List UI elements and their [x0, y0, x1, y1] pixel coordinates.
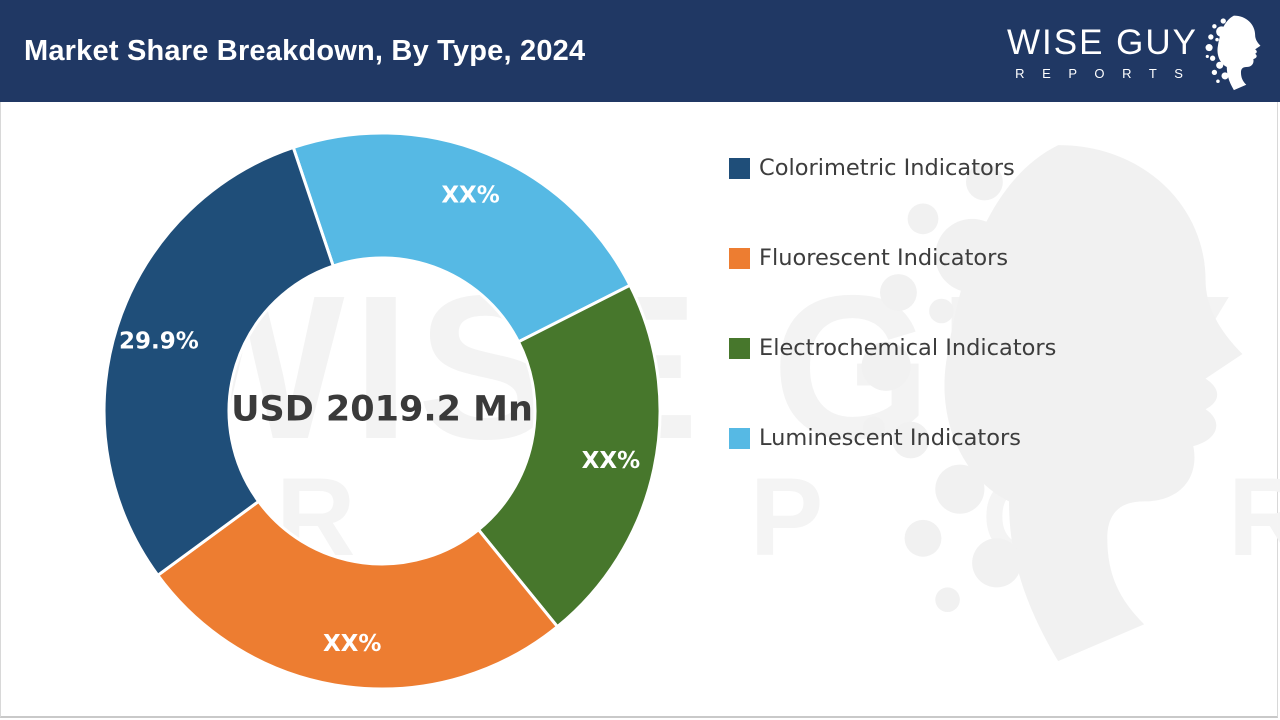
donut-chart: XX% XX% XX% 29.9% USD 2019.2 Mn	[102, 131, 662, 691]
legend-item-colorimetric: Colorimetric Indicators	[729, 152, 1056, 184]
legend-item-electrochemical: Electrochemical Indicators	[729, 332, 1056, 364]
slice-label: XX%	[323, 631, 382, 657]
slice-label: XX%	[582, 448, 641, 474]
face-profile-icon	[1205, 15, 1261, 91]
brand-logo: WISE GUY R E P O R T S	[1007, 6, 1264, 98]
brand-logo-text: WISE GUY R E P O R T S	[1007, 23, 1198, 81]
legend-item-fluorescent: Fluorescent Indicators	[729, 242, 1056, 274]
donut-center-value: USD 2019.2 Mn	[231, 389, 533, 429]
donut-segment-colorimetric	[102, 145, 336, 578]
donut-segment-fluorescent	[155, 499, 560, 691]
legend-label: Colorimetric Indicators	[759, 155, 1015, 181]
legend-swatch-luminescent	[729, 427, 750, 449]
header-bar: Market Share Breakdown, By Type, 2024 WI…	[0, 0, 1280, 102]
legend-swatch-electrochemical	[729, 337, 750, 359]
legend-swatch-fluorescent	[729, 247, 750, 269]
brand-subname: R E P O R T S	[1015, 66, 1190, 81]
chart-legend: Colorimetric Indicators Fluorescent Indi…	[729, 152, 1056, 512]
slice-label: XX%	[441, 182, 500, 208]
legend-label: Luminescent Indicators	[759, 425, 1021, 451]
brand-name: WISE GUY	[1006, 23, 1198, 62]
legend-swatch-colorimetric	[729, 157, 750, 179]
page-title: Market Share Breakdown, By Type, 2024	[24, 34, 586, 67]
donut-segment-electrochemical	[476, 283, 662, 629]
report-canvas: WISE GUY R E P O R T S XX%XX%XX%29.9%USD…	[0, 102, 1280, 718]
legend-label: Fluorescent Indicators	[759, 245, 1009, 271]
slice-label: 29.9%	[119, 328, 199, 354]
legend-item-luminescent: Luminescent Indicators	[729, 422, 1056, 454]
legend-label: Electrochemical Indicators	[759, 335, 1057, 361]
donut-segment-luminescent	[291, 131, 633, 344]
